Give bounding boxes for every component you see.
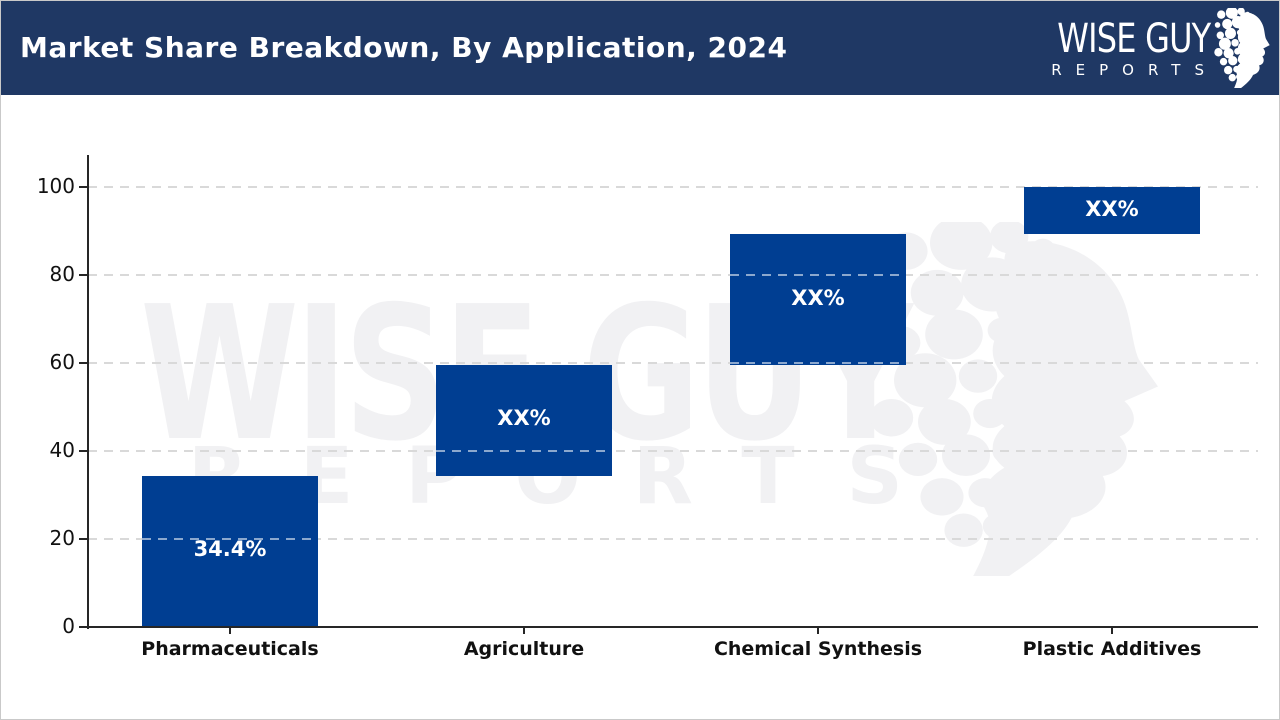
gridline-over-bar-y60 [730, 361, 906, 364]
gridline-over-bar-y80 [730, 273, 906, 276]
x-tick-1 [523, 628, 525, 634]
y-tick-60 [79, 362, 87, 364]
x-tick-0 [229, 628, 231, 634]
header-bar: Market Share Breakdown, By Application, … [0, 0, 1280, 95]
logo-secondary-text: REPORTS [1051, 60, 1218, 79]
y-tick-label-60: 60 [49, 350, 75, 374]
bar-pharmaceuticals: 34.4% [142, 475, 318, 627]
x-tick-2 [817, 628, 819, 634]
bar-value-label: XX% [497, 406, 551, 431]
y-tick-0 [79, 626, 87, 628]
y-tick-label-40: 40 [49, 438, 75, 462]
y-tick-label-20: 20 [49, 526, 75, 550]
x-tick-label-0: Pharmaceuticals [141, 638, 319, 660]
bar-plastic-additives: XX% [1024, 187, 1200, 235]
logo-face-icon [1214, 8, 1270, 88]
wiseguy-logo: WISE GUY REPORTS [1019, 6, 1272, 90]
bar-value-label: XX% [791, 285, 845, 310]
y-tick-label-0: 0 [62, 614, 75, 638]
x-tick-3 [1111, 628, 1113, 634]
gridline-y60 [88, 362, 1258, 364]
y-tick-20 [79, 538, 87, 540]
x-tick-label-3: Plastic Additives [1022, 638, 1202, 660]
y-tick-label-100: 100 [36, 174, 75, 198]
bar-agriculture: XX% [436, 365, 612, 476]
y-tick-100 [79, 186, 87, 188]
gridline-y40 [88, 450, 1258, 452]
y-tick-80 [79, 274, 87, 276]
bar-value-label: XX% [1085, 196, 1139, 221]
gridline-y20 [88, 538, 1258, 540]
y-tick-label-80: 80 [49, 262, 75, 286]
y-tick-40 [79, 450, 87, 452]
x-tick-label-1: Agriculture [463, 638, 585, 660]
gridline-y80 [88, 274, 1258, 276]
logo-text: WISE GUY REPORTS [1019, 15, 1211, 78]
x-tick-label-2: Chemical Synthesis [713, 638, 923, 660]
y-axis-line [87, 155, 89, 629]
gridline-y100 [88, 186, 1258, 188]
page-title: Market Share Breakdown, By Application, … [20, 31, 788, 64]
bar-value-label: 34.4% [193, 537, 267, 562]
gridline-over-bar-y40 [436, 449, 612, 452]
logo-primary-text: WISE GUY [1056, 15, 1211, 62]
x-axis-line [87, 626, 1258, 628]
bar-chemical-synthesis: XX% [730, 234, 906, 366]
gridline-over-bar-y20 [142, 537, 318, 540]
